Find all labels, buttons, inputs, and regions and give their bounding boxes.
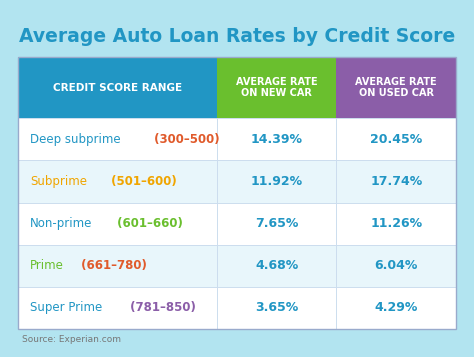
- Text: (781–850): (781–850): [126, 301, 196, 315]
- Bar: [18, 57, 217, 118]
- Text: (661–780): (661–780): [77, 259, 146, 272]
- Bar: [217, 57, 337, 118]
- Text: Deep subprime: Deep subprime: [30, 133, 120, 146]
- Text: (300–500): (300–500): [150, 133, 219, 146]
- Text: 14.39%: 14.39%: [251, 133, 303, 146]
- Text: AVERAGE RATE
ON USED CAR: AVERAGE RATE ON USED CAR: [356, 77, 437, 99]
- Text: 4.29%: 4.29%: [374, 301, 418, 315]
- Text: AVERAGE RATE
ON NEW CAR: AVERAGE RATE ON NEW CAR: [236, 77, 318, 99]
- Text: (501–600): (501–600): [107, 175, 176, 188]
- Bar: [18, 160, 456, 202]
- Text: 3.65%: 3.65%: [255, 301, 299, 315]
- Text: 11.92%: 11.92%: [251, 175, 303, 188]
- Text: 7.65%: 7.65%: [255, 217, 299, 230]
- Text: 17.74%: 17.74%: [370, 175, 422, 188]
- Bar: [18, 57, 456, 329]
- Text: Average Auto Loan Rates by Credit Score: Average Auto Loan Rates by Credit Score: [19, 27, 455, 46]
- Text: CREDIT SCORE RANGE: CREDIT SCORE RANGE: [53, 82, 182, 92]
- Text: 6.04%: 6.04%: [374, 259, 418, 272]
- Bar: [18, 57, 456, 329]
- Text: Source: Experian.com: Source: Experian.com: [22, 335, 121, 344]
- Bar: [18, 118, 456, 160]
- Text: (601–660): (601–660): [113, 217, 183, 230]
- Bar: [18, 287, 456, 329]
- Bar: [18, 202, 456, 245]
- Text: 20.45%: 20.45%: [370, 133, 422, 146]
- Text: Subprime: Subprime: [30, 175, 87, 188]
- Text: 4.68%: 4.68%: [255, 259, 299, 272]
- Text: Non-prime: Non-prime: [30, 217, 92, 230]
- Text: Super Prime: Super Prime: [30, 301, 102, 315]
- Text: Prime: Prime: [30, 259, 64, 272]
- Bar: [337, 57, 456, 118]
- Text: 11.26%: 11.26%: [370, 217, 422, 230]
- Bar: [18, 245, 456, 287]
